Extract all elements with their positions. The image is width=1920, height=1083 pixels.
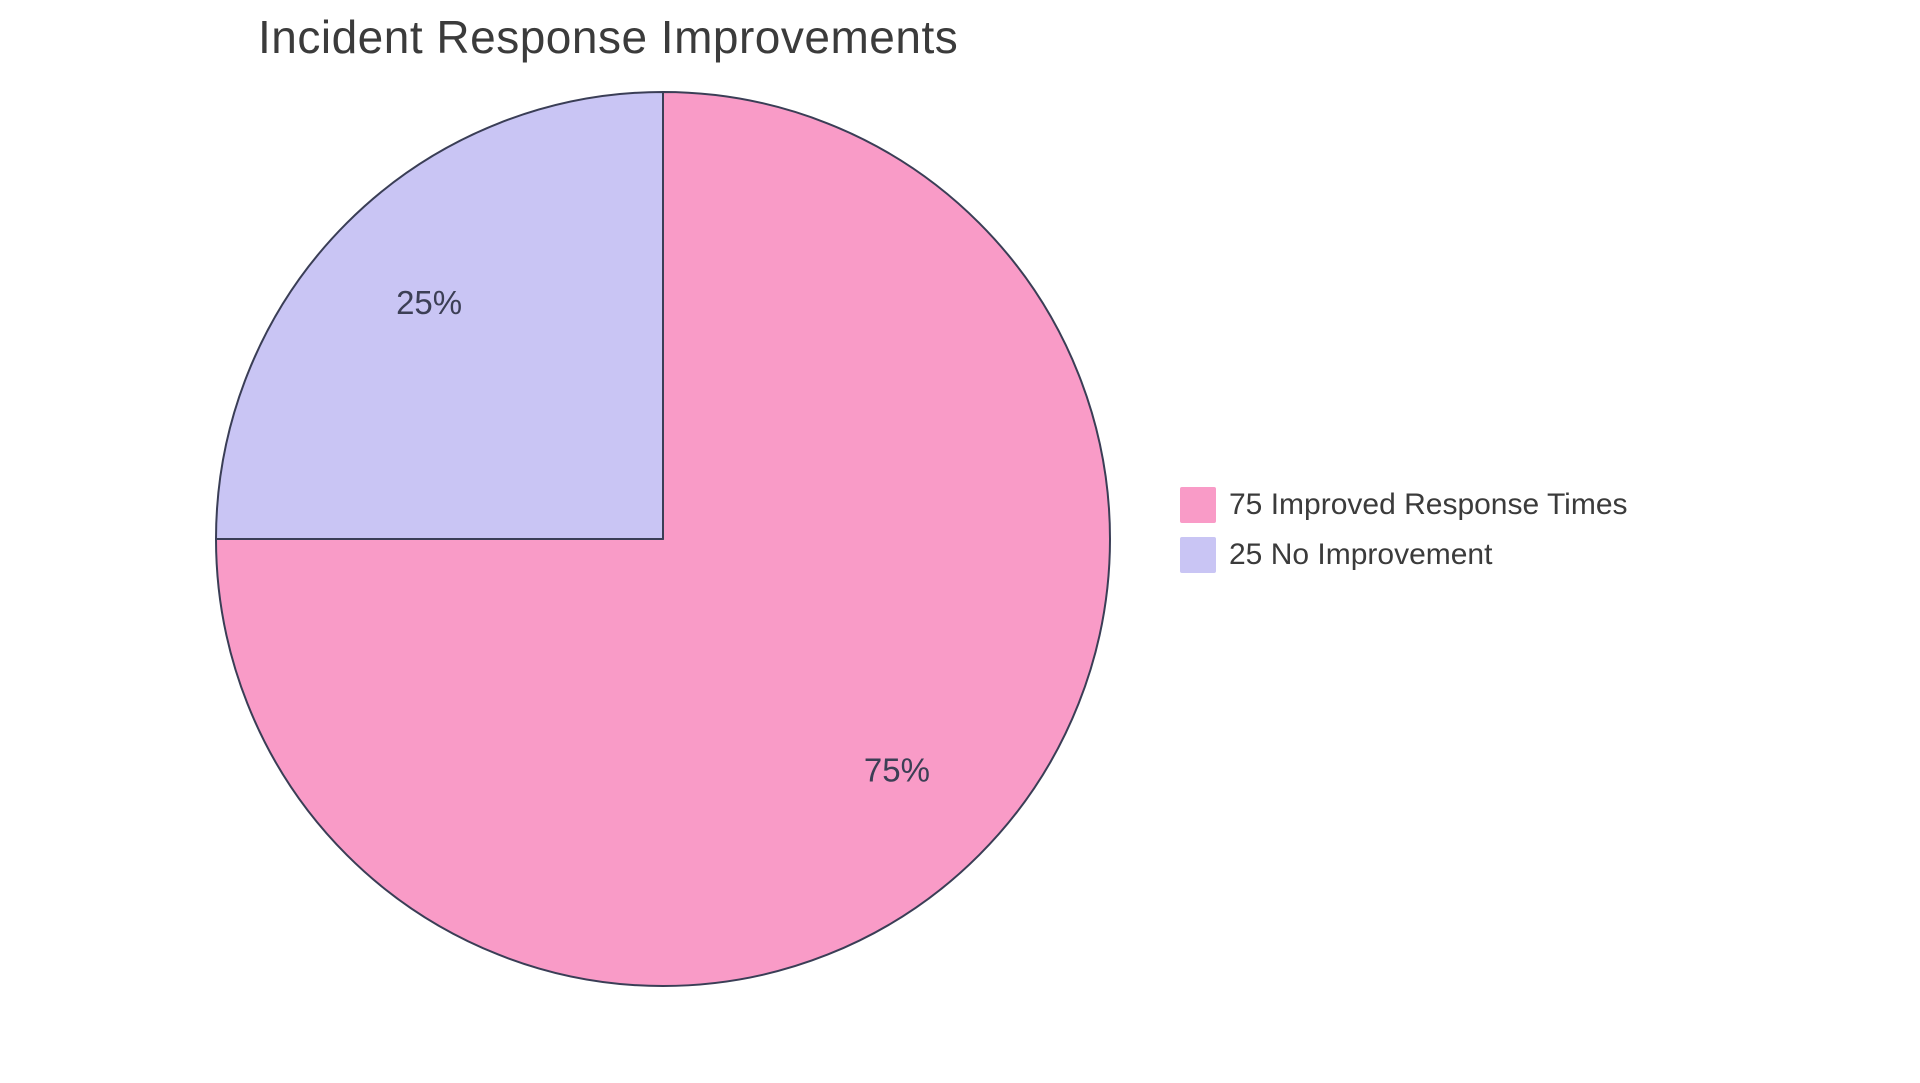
legend-label-2: 25 No Improvement (1229, 538, 1493, 571)
slice-percent-label-1: 75% (864, 752, 930, 789)
legend-item-1[interactable]: 75 Improved Response Times (1180, 487, 1628, 523)
legend-swatch-1 (1180, 487, 1216, 523)
legend-item-2[interactable]: 25 No Improvement (1180, 537, 1628, 573)
pie-slice-2[interactable] (215, 91, 664, 540)
legend: 75 Improved Response Times 25 No Improvem… (1180, 487, 1628, 573)
slice-percent-label-2: 25% (396, 284, 462, 321)
legend-swatch-2 (1180, 537, 1216, 573)
legend-label-1: 75 Improved Response Times (1229, 488, 1628, 521)
chart-title: Incident Response Improvements (258, 11, 959, 63)
